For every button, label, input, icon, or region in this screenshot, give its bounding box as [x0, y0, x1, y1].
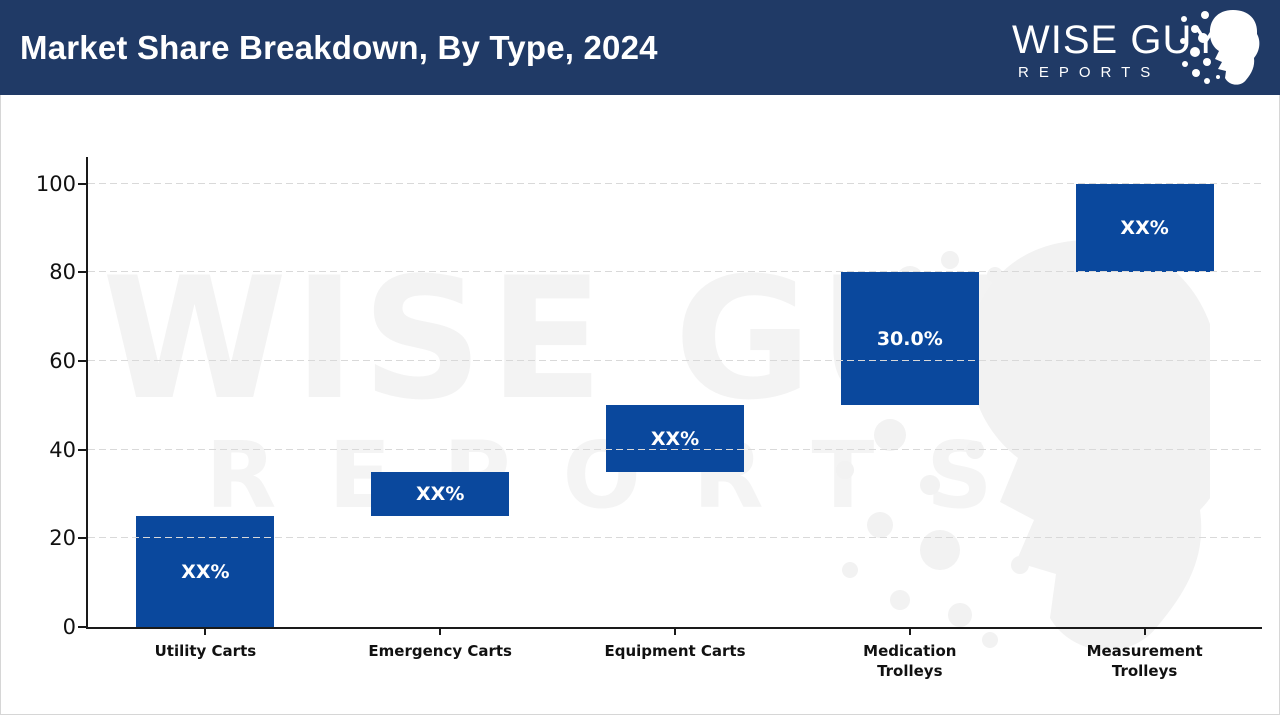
y-tick-mark-80 — [78, 271, 86, 274]
svg-text:WISE GUY: WISE GUY — [1012, 18, 1220, 62]
bar-value-label: 30.0% — [876, 327, 943, 350]
category-label-utility-carts: Utility Carts — [120, 641, 290, 661]
bar-value-label: XX% — [1120, 216, 1169, 239]
category-label-text: Emergency Carts — [368, 642, 512, 660]
category-label-text: Utility Carts — [154, 642, 257, 660]
y-tick-mark-40 — [78, 448, 86, 451]
category-label-emergency-carts: Emergency Carts — [355, 641, 525, 661]
bar-value-label: XX% — [650, 427, 700, 450]
y-tick-mark-60 — [78, 359, 86, 362]
bar-value-label: XX% — [181, 560, 230, 583]
category-label-medication-trolleys: Medication Trolleys — [825, 641, 995, 681]
bar-emergency-carts: XX% — [371, 471, 510, 517]
x-tick-mark-4 — [1143, 627, 1146, 635]
category-label-text: Medication Trolleys — [863, 642, 957, 680]
y-tick-mark-0 — [78, 626, 86, 628]
brand-logo: WISE GUY REPORTS — [1012, 7, 1262, 89]
gridline-100 — [88, 182, 1262, 184]
header-banner: Market Share Breakdown, By Type, 2024 WI… — [0, 0, 1280, 95]
y-axis-line — [86, 157, 88, 627]
gridline-60 — [88, 359, 1262, 361]
bar-utility-carts: XX% — [136, 516, 275, 627]
category-label-measurement-trolleys: Measurement Trolleys — [1060, 641, 1230, 681]
gridline-40 — [88, 448, 1262, 450]
y-tick-label-60: 60 — [49, 348, 76, 373]
bar-medication-trolleys: 30.0% — [840, 272, 979, 406]
gridline-20 — [88, 537, 1262, 539]
x-tick-mark-1 — [439, 627, 442, 635]
category-label-text: Equipment Carts — [604, 642, 746, 660]
y-tick-label-40: 40 — [49, 437, 76, 462]
y-tick-label-0: 0 — [62, 615, 76, 639]
y-tick-mark-20 — [78, 537, 86, 540]
x-tick-mark-0 — [204, 627, 207, 635]
svg-text:REPORTS: REPORTS — [1018, 64, 1160, 81]
gridline-80 — [88, 271, 1262, 273]
y-tick-label-80: 80 — [49, 260, 76, 285]
chart-plot-area: 0 20 40 60 80 100 XX% XX% XX% 30.0% XX% Utility C… — [36, 157, 1262, 680]
bar-value-label: XX% — [416, 482, 465, 505]
y-tick-label-100: 100 — [35, 171, 76, 196]
bar-equipment-carts: XX% — [606, 405, 744, 472]
bar-measurement-trolleys: XX% — [1075, 183, 1214, 273]
category-label-equipment-carts: Equipment Carts — [590, 641, 760, 661]
page-title: Market Share Breakdown, By Type, 2024 — [20, 28, 658, 66]
y-tick-label-20: 20 — [49, 526, 76, 551]
x-tick-mark-2 — [674, 627, 676, 635]
y-tick-mark-100 — [78, 182, 86, 185]
category-label-text: Measurement Trolleys — [1086, 642, 1203, 680]
x-tick-mark-3 — [908, 627, 911, 635]
wise-guy-logo-icon: WISE GUY REPORTS — [1012, 9, 1260, 85]
watermark-text-reports: REPORTS — [205, 422, 1045, 529]
